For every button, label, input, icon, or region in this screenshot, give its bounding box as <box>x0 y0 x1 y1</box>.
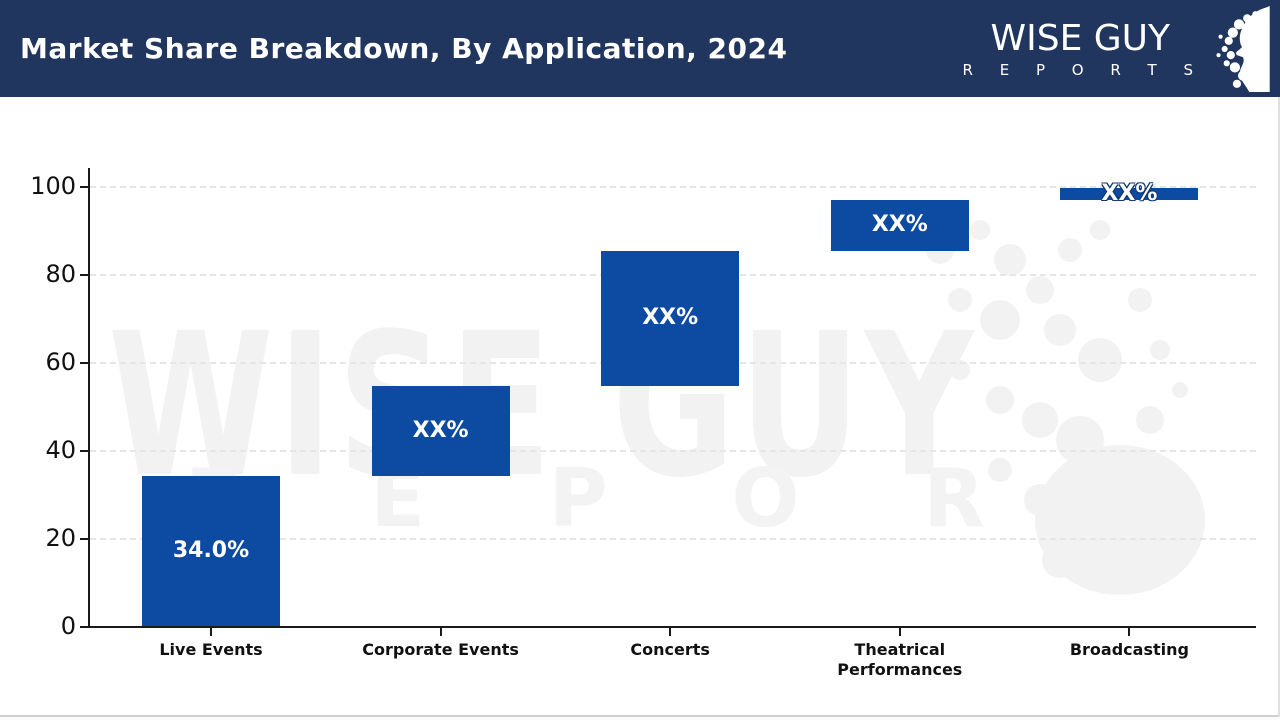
y-tick-label-0: 0 <box>60 612 76 640</box>
bar-2 <box>601 250 740 386</box>
header-bar: Market Share Breakdown, By Application, … <box>0 0 1280 97</box>
bar-4 <box>1060 187 1199 201</box>
y-tick-40 <box>80 450 88 452</box>
gridline-100 <box>90 186 1256 188</box>
bar-0 <box>142 476 280 626</box>
y-tick-label-100: 100 <box>30 172 76 200</box>
y-tick-label-40: 40 <box>45 436 76 464</box>
bottom-margin <box>0 717 1280 720</box>
page-title: Market Share Breakdown, By Application, … <box>20 32 788 65</box>
x-tick-1 <box>439 628 442 636</box>
x-tick-0 <box>210 628 212 636</box>
right-divider <box>1278 97 1280 717</box>
y-tick-label-20: 20 <box>45 524 76 552</box>
x-axis-line <box>88 626 1256 628</box>
y-tick-60 <box>80 362 88 364</box>
x-tick-2 <box>669 628 672 636</box>
y-axis-line <box>88 168 90 628</box>
gridline-40 <box>90 450 1256 452</box>
wiseguy-logo-text: WISE GUY R E P O R T S <box>957 18 1204 80</box>
x-tick-4 <box>1128 628 1131 636</box>
x-tick-label-4: Broadcasting <box>1069 640 1189 659</box>
wiseguy-logo: WISE GUY R E P O R T S <box>957 4 1270 94</box>
y-tick-label-60: 60 <box>45 348 76 376</box>
bar-label-0: 34.0% <box>172 538 250 564</box>
y-tick-100 <box>80 186 88 188</box>
x-tick-label-2: Concerts <box>630 640 710 659</box>
y-tick-0 <box>80 626 88 628</box>
x-tick-label-3: Theatrical Performances <box>837 640 963 679</box>
gridline-20 <box>90 538 1256 540</box>
x-tick-label-1: Corporate Events <box>362 640 519 659</box>
logo-wordmark: WISE GUY <box>990 18 1171 59</box>
bar-label-2: XX% <box>642 305 699 331</box>
x-tick-label-0: Live Events <box>159 640 263 659</box>
bar-1 <box>371 385 510 477</box>
y-tick-20 <box>80 538 88 540</box>
logo-subtitle: R E P O R T S <box>962 61 1204 79</box>
bar-label-3: XX% <box>871 212 928 238</box>
chart-area: WISE GUY R E P O R T S 0 20 40 60 80 100 34.0%… <box>0 97 1280 720</box>
y-tick-80 <box>80 274 88 276</box>
x-tick-3 <box>898 628 901 636</box>
bottom-divider <box>0 715 1280 717</box>
y-tick-label-80: 80 <box>45 260 76 288</box>
watermark-face-icon <box>926 220 1205 595</box>
bar-label-4: XX% <box>1101 180 1158 206</box>
bar-3 <box>830 200 969 251</box>
bar-label-1: XX% <box>412 418 469 444</box>
wiseguy-face-icon <box>1216 6 1270 92</box>
